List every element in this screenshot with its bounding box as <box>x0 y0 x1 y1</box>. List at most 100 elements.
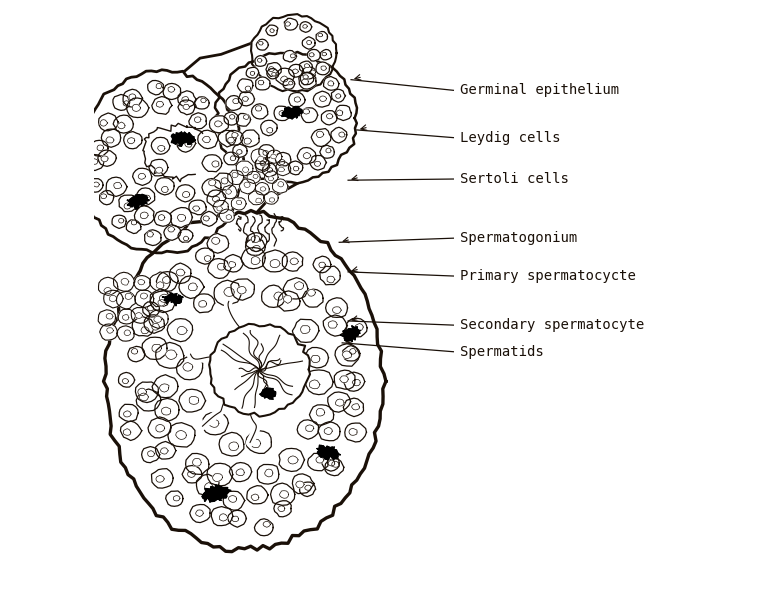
Polygon shape <box>326 298 347 318</box>
Polygon shape <box>209 180 216 186</box>
Polygon shape <box>148 81 164 95</box>
Polygon shape <box>244 115 249 119</box>
Polygon shape <box>270 198 274 202</box>
Polygon shape <box>142 447 160 463</box>
Polygon shape <box>119 195 138 211</box>
Polygon shape <box>119 404 138 421</box>
Polygon shape <box>232 173 238 178</box>
Polygon shape <box>244 138 252 144</box>
Polygon shape <box>313 91 331 107</box>
Polygon shape <box>90 140 108 156</box>
Polygon shape <box>151 137 170 154</box>
Polygon shape <box>256 198 262 203</box>
Polygon shape <box>190 504 210 522</box>
Polygon shape <box>160 448 168 454</box>
Polygon shape <box>156 424 164 432</box>
Polygon shape <box>132 104 140 112</box>
Polygon shape <box>350 349 356 354</box>
Polygon shape <box>316 131 324 137</box>
Polygon shape <box>260 161 266 165</box>
Polygon shape <box>352 380 360 386</box>
Polygon shape <box>231 516 238 522</box>
Polygon shape <box>152 375 178 398</box>
Polygon shape <box>270 29 274 32</box>
Polygon shape <box>230 115 235 119</box>
Polygon shape <box>195 97 210 109</box>
Polygon shape <box>303 75 308 79</box>
Polygon shape <box>138 173 146 179</box>
Polygon shape <box>279 448 305 472</box>
Polygon shape <box>157 145 165 152</box>
Polygon shape <box>265 469 273 477</box>
Polygon shape <box>343 346 360 361</box>
Text: Primary spermatocycte: Primary spermatocycte <box>460 269 636 283</box>
Polygon shape <box>77 70 245 253</box>
Text: Secondary spermatocyte: Secondary spermatocyte <box>460 318 645 332</box>
Polygon shape <box>255 56 266 66</box>
Polygon shape <box>308 290 315 296</box>
Polygon shape <box>132 220 137 225</box>
Polygon shape <box>118 373 135 387</box>
Polygon shape <box>124 203 131 209</box>
Polygon shape <box>252 104 268 119</box>
Polygon shape <box>266 25 278 36</box>
Polygon shape <box>220 513 227 521</box>
Polygon shape <box>133 276 150 290</box>
Polygon shape <box>116 291 136 309</box>
Polygon shape <box>276 162 291 176</box>
Polygon shape <box>313 256 331 273</box>
Text: Leydig cells: Leydig cells <box>460 131 561 144</box>
Polygon shape <box>176 269 185 276</box>
Polygon shape <box>238 79 253 93</box>
Polygon shape <box>138 388 146 396</box>
Polygon shape <box>176 184 195 202</box>
Polygon shape <box>185 141 192 147</box>
Polygon shape <box>335 105 351 121</box>
Polygon shape <box>100 324 118 340</box>
Polygon shape <box>183 362 193 371</box>
Polygon shape <box>317 445 340 460</box>
Polygon shape <box>255 159 270 173</box>
Polygon shape <box>270 483 294 505</box>
Polygon shape <box>100 190 114 205</box>
Polygon shape <box>117 326 134 341</box>
Polygon shape <box>260 187 266 191</box>
Polygon shape <box>291 54 295 58</box>
Polygon shape <box>303 152 311 159</box>
Polygon shape <box>136 188 155 205</box>
Polygon shape <box>262 285 286 307</box>
Polygon shape <box>135 206 154 225</box>
Polygon shape <box>316 62 330 75</box>
Polygon shape <box>349 428 357 435</box>
Polygon shape <box>241 248 266 269</box>
Polygon shape <box>263 164 277 177</box>
Polygon shape <box>283 278 308 299</box>
Polygon shape <box>189 283 197 291</box>
Polygon shape <box>232 133 238 138</box>
Polygon shape <box>160 294 169 303</box>
Polygon shape <box>162 293 183 306</box>
Polygon shape <box>123 101 129 106</box>
Polygon shape <box>149 159 168 176</box>
Polygon shape <box>143 302 160 317</box>
Polygon shape <box>167 226 174 232</box>
Polygon shape <box>177 326 187 335</box>
Polygon shape <box>255 519 273 536</box>
Polygon shape <box>236 113 251 126</box>
Polygon shape <box>142 337 167 359</box>
Polygon shape <box>204 482 213 491</box>
Polygon shape <box>231 279 255 300</box>
Polygon shape <box>309 380 320 389</box>
Polygon shape <box>203 216 210 221</box>
Polygon shape <box>122 378 129 384</box>
Polygon shape <box>100 194 107 199</box>
Polygon shape <box>212 237 220 244</box>
Polygon shape <box>139 393 148 401</box>
Polygon shape <box>284 296 292 303</box>
Polygon shape <box>101 129 121 147</box>
Polygon shape <box>282 106 302 119</box>
Polygon shape <box>266 150 282 164</box>
Polygon shape <box>302 289 323 307</box>
Polygon shape <box>100 119 108 126</box>
Polygon shape <box>223 185 237 199</box>
